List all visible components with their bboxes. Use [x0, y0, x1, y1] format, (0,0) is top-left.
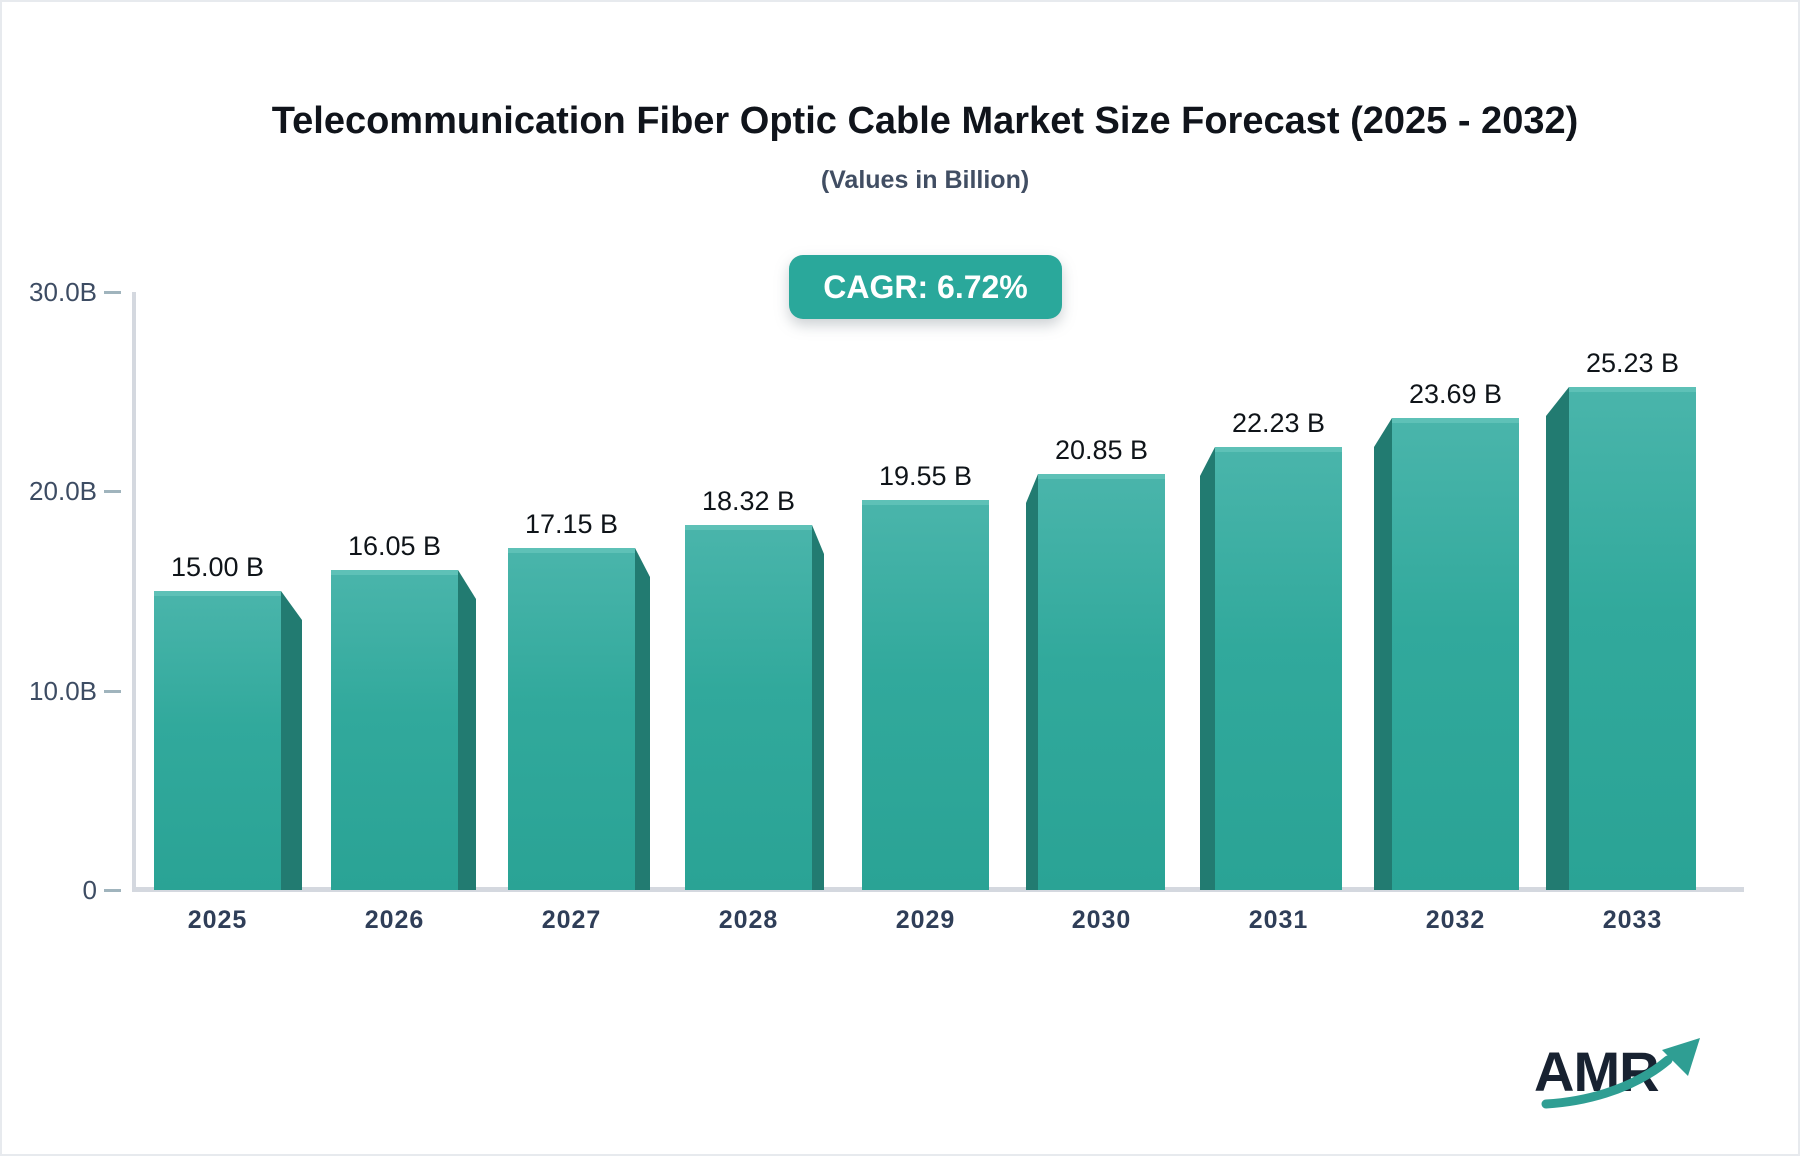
- bar-value-label-2030: 20.85 B: [1054, 435, 1149, 465]
- bar-value-label-2028: 18.32 B: [701, 486, 796, 516]
- bar-top-highlight: [1038, 474, 1165, 479]
- bar-value-label-2033: 25.23 B: [1585, 348, 1680, 378]
- bar-value-label-2032: 23.69 B: [1408, 379, 1503, 409]
- x-axis-label-2033: 2033: [1602, 906, 1663, 934]
- y-axis-tick-label-0: 0: [82, 875, 97, 905]
- bar-value-label-2031: 22.23 B: [1231, 408, 1326, 438]
- x-axis-label-2030: 2030: [1071, 906, 1132, 934]
- x-axis-label-2025: 2025: [187, 906, 248, 934]
- growth-arrow-icon: [1541, 1038, 1700, 1109]
- chart-title: Telecommunication Fiber Optic Cable Mark…: [271, 100, 1579, 142]
- bar-side-shade-2027: [635, 548, 650, 890]
- bar-side-shade-2026: [458, 570, 476, 890]
- bar-top-highlight: [862, 500, 989, 505]
- bar-top-highlight: [1569, 387, 1696, 392]
- chart-subtitle: (Values in Billion): [820, 166, 1030, 194]
- y-axis-tick-label-30: 30.0B: [29, 277, 97, 308]
- x-axis-label-2029: 2029: [895, 906, 956, 934]
- bar-2029: [862, 500, 989, 890]
- y-axis-tick-label-20: 20.0B: [29, 476, 97, 507]
- bar-side-shade-2033: [1546, 387, 1569, 890]
- bar-side-shade-2031: [1200, 447, 1215, 890]
- bar-side-shade-2028: [812, 525, 824, 890]
- bar-2026: [331, 570, 458, 890]
- bar-side-shade-2030: [1026, 474, 1038, 890]
- y-axis-tick-mark-20: [104, 490, 121, 494]
- amr-logo: AMR: [1530, 1034, 1730, 1124]
- x-axis-label-2031: 2031: [1248, 906, 1309, 934]
- y-axis-tick-label-10: 10.0B: [29, 675, 97, 706]
- bar-2027: [508, 548, 635, 890]
- bar-top-highlight: [508, 548, 635, 553]
- y-axis-tick-mark-0: [104, 889, 121, 892]
- bar-top-highlight: [1392, 418, 1519, 423]
- bar-2030: [1038, 474, 1165, 890]
- bar-value-label-2029: 19.55 B: [878, 461, 973, 491]
- bar-2028: [685, 525, 812, 890]
- y-axis-tick-mark-10: [104, 689, 121, 693]
- y-axis-tick-mark-30: [104, 291, 121, 295]
- bar-side-shade-2025: [281, 591, 302, 890]
- bar-2031: [1215, 447, 1342, 890]
- bar-2033: [1569, 387, 1696, 890]
- bar-value-label-2025: 15.00 B: [170, 552, 265, 582]
- bar-value-label-2026: 16.05 B: [347, 531, 442, 561]
- x-axis-label-2028: 2028: [718, 906, 779, 934]
- bar-top-highlight: [685, 525, 812, 530]
- x-axis-label-2026: 2026: [364, 906, 425, 934]
- bar-top-highlight: [154, 591, 281, 596]
- bar-2025: [154, 591, 281, 890]
- bar-top-highlight: [331, 570, 458, 575]
- cagr-badge: CAGR: 6.72%: [789, 255, 1062, 319]
- bar-2032: [1392, 418, 1519, 890]
- x-axis-label-2032: 2032: [1425, 906, 1486, 934]
- y-axis-line: [132, 292, 136, 890]
- bar-side-shade-2032: [1374, 418, 1392, 890]
- bar-value-label-2027: 17.15 B: [524, 509, 619, 539]
- x-axis-label-2027: 2027: [541, 906, 602, 934]
- bar-top-highlight: [1215, 447, 1342, 452]
